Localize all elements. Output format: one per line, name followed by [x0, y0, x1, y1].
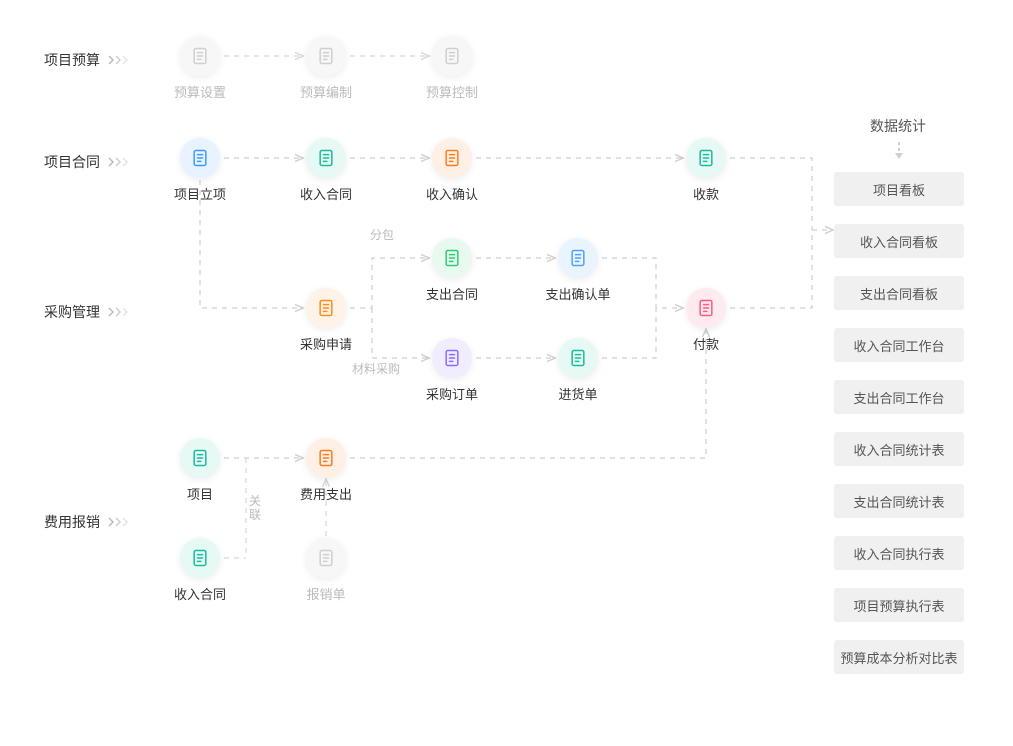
down-arrow-icon: [892, 140, 906, 167]
stats-pill-6[interactable]: 支出合同统计表: [834, 484, 964, 518]
tag-subcontract: 分包: [370, 228, 394, 242]
node-budget_compile[interactable]: 预算编制: [286, 36, 366, 101]
node-icon: [306, 288, 346, 328]
stats-pill-0[interactable]: 项目看板: [834, 172, 964, 206]
node-receipt_slip[interactable]: 进货单: [538, 338, 618, 403]
node-icon: [432, 36, 472, 76]
node-label: 收入确认: [412, 184, 492, 203]
stats-pill-label: 收入合同看板: [860, 232, 938, 251]
section-label-expense: 费用报销: [44, 512, 130, 532]
node-icon: [306, 36, 346, 76]
node-project[interactable]: 项目: [160, 438, 240, 503]
node-label: 预算控制: [412, 82, 492, 101]
tag-link: 关 联: [249, 494, 261, 523]
chevron-icon: [108, 157, 130, 167]
stats-pill-label: 支出合同工作台: [853, 388, 944, 407]
stats-pill-label: 收入合同统计表: [853, 440, 944, 459]
node-label: 收入合同: [286, 184, 366, 203]
stats-pill-1[interactable]: 收入合同看板: [834, 224, 964, 258]
node-expend_contract[interactable]: 支出合同: [412, 238, 492, 303]
node-label: 付款: [666, 334, 746, 353]
node-label: 预算设置: [160, 82, 240, 101]
node-income_contract2[interactable]: 收入合同: [160, 538, 240, 603]
stats-pill-9[interactable]: 预算成本分析对比表: [834, 640, 964, 674]
node-label: 采购订单: [412, 384, 492, 403]
node-label: 收入合同: [160, 584, 240, 603]
node-label: 项目: [160, 484, 240, 503]
node-icon: [180, 538, 220, 578]
stats-pill-label: 预算成本分析对比表: [840, 648, 957, 667]
node-icon: [306, 138, 346, 178]
node-receipt[interactable]: 收款: [666, 138, 746, 203]
stats-pill-2[interactable]: 支出合同看板: [834, 276, 964, 310]
node-label: 支出确认单: [538, 284, 618, 303]
node-payment[interactable]: 付款: [666, 288, 746, 353]
node-icon: [686, 138, 726, 178]
section-label-text: 采购管理: [44, 302, 100, 322]
node-label: 费用支出: [286, 484, 366, 503]
node-expense_out[interactable]: 费用支出: [286, 438, 366, 503]
section-label-purchase: 采购管理: [44, 302, 130, 322]
section-label-text: 项目合同: [44, 152, 100, 172]
stats-pill-label: 支出合同统计表: [853, 492, 944, 511]
chevron-icon: [108, 517, 130, 527]
node-label: 项目立项: [160, 184, 240, 203]
node-icon: [180, 138, 220, 178]
node-icon: [686, 288, 726, 328]
chevron-icon: [108, 307, 130, 317]
section-label-budget: 项目预算: [44, 50, 130, 70]
node-icon: [180, 438, 220, 478]
stats-pill-4[interactable]: 支出合同工作台: [834, 380, 964, 414]
node-icon: [558, 238, 598, 278]
node-icon: [432, 338, 472, 378]
node-label: 采购申请: [286, 334, 366, 353]
chevron-icon: [108, 55, 130, 65]
node-icon: [432, 238, 472, 278]
stats-pill-3[interactable]: 收入合同工作台: [834, 328, 964, 362]
node-purchase_req[interactable]: 采购申请: [286, 288, 366, 353]
node-icon: [306, 538, 346, 578]
stats-pill-label: 项目看板: [873, 180, 925, 199]
node-label: 支出合同: [412, 284, 492, 303]
node-icon: [432, 138, 472, 178]
stats-pill-5[interactable]: 收入合同统计表: [834, 432, 964, 466]
node-icon: [558, 338, 598, 378]
node-purchase_order[interactable]: 采购订单: [412, 338, 492, 403]
node-income_contract[interactable]: 收入合同: [286, 138, 366, 203]
stats-pill-label: 收入合同执行表: [853, 544, 944, 563]
node-label: 进货单: [538, 384, 618, 403]
node-income_confirm[interactable]: 收入确认: [412, 138, 492, 203]
section-label-text: 费用报销: [44, 512, 100, 532]
node-label: 预算编制: [286, 82, 366, 101]
node-proj_setup[interactable]: 项目立项: [160, 138, 240, 203]
section-label-text: 项目预算: [44, 50, 100, 70]
node-label: 收款: [666, 184, 746, 203]
diagram-canvas: 项目预算 项目合同 采购管理 费用报销 预算设置 预算编制 预算控制 项目立项: [0, 0, 1013, 746]
arrow-layer: [0, 0, 1013, 746]
node-budget_control[interactable]: 预算控制: [412, 36, 492, 101]
node-expend_confirm[interactable]: 支出确认单: [538, 238, 618, 303]
stats-pill-7[interactable]: 收入合同执行表: [834, 536, 964, 570]
section-label-contract: 项目合同: [44, 152, 130, 172]
tag-material: 材料采购: [352, 362, 400, 376]
node-budget_setting[interactable]: 预算设置: [160, 36, 240, 101]
node-icon: [306, 438, 346, 478]
stats-title: 数据统计: [870, 116, 926, 136]
node-label: 报销单: [286, 584, 366, 603]
node-icon: [180, 36, 220, 76]
stats-pill-label: 收入合同工作台: [853, 336, 944, 355]
node-reimburse[interactable]: 报销单: [286, 538, 366, 603]
stats-pill-label: 项目预算执行表: [853, 596, 944, 615]
stats-pill-8[interactable]: 项目预算执行表: [834, 588, 964, 622]
stats-pill-label: 支出合同看板: [860, 284, 938, 303]
